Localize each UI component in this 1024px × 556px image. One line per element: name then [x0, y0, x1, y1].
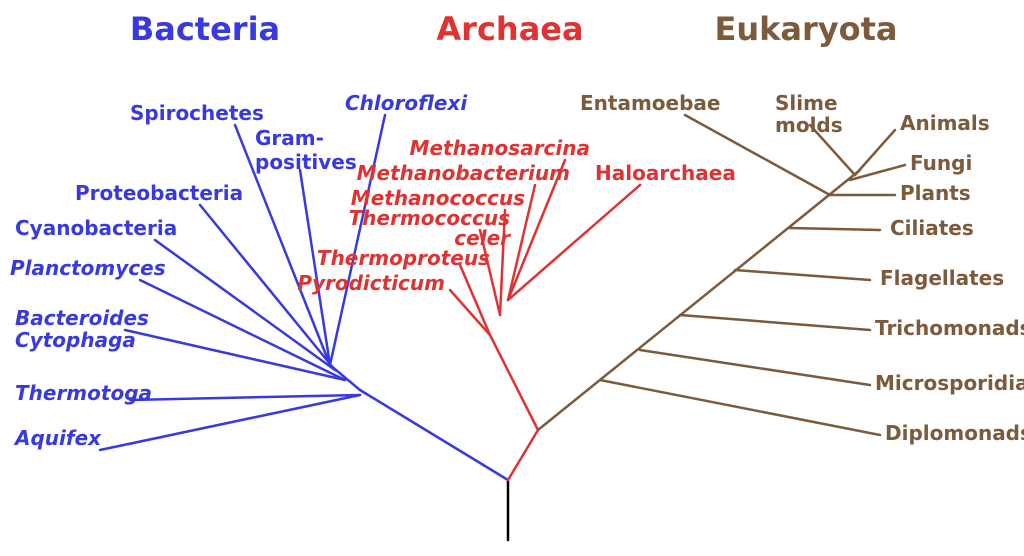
eukaryota-leaf-branch-1	[640, 350, 870, 385]
bacteria-leaf-label-4: Cyanobacteria	[15, 216, 177, 240]
phylogenetic-tree: Aquifex Thermotoga BacteroidesCytophaga Pla…	[0, 0, 1024, 556]
eukaryota-leaf-label-7: Animals	[900, 111, 990, 135]
bacteria-leaf-label-1: Thermotoga	[15, 381, 152, 405]
eukaryota-leaf-label-5: Plants	[900, 181, 971, 205]
archaea-leaf-label-5: Methanosarcina	[410, 136, 590, 160]
eukaryota-leaf-branch-4	[790, 228, 880, 230]
bacteria-leaf-label-7: Gram-positives	[255, 126, 357, 174]
eukaryota-leaf-label-0: Diplomonads	[885, 421, 1024, 445]
archaea-leaf-branch-6	[508, 185, 640, 300]
eukaryota-leaf-label-1: Microsporidia	[875, 371, 1024, 395]
archaea-leaf-branch-1	[460, 265, 490, 335]
bacteria-stem	[360, 390, 508, 480]
archaea-leaf-label-4: Methanobacterium	[357, 161, 570, 185]
eukaryota-leaf-label-2: Trichomonads	[875, 316, 1024, 340]
eukaryota-leaf-label-8: Slimemolds	[775, 91, 843, 137]
eukaryota-leaf-branch-2	[680, 315, 870, 330]
archaea-leaf-label-0: Pyrodicticum	[297, 271, 445, 295]
bacteria-leaf-branch-2	[125, 330, 345, 380]
eukaryota-leaf-branch-3	[735, 270, 870, 280]
eukaryota-leaf-label-9: Entamoebae	[580, 91, 720, 115]
archaea-stem	[490, 335, 538, 430]
eukaryota-leaf-branch-0	[600, 380, 880, 435]
archaea-title: Archaea	[436, 10, 583, 48]
bacteria-leaf-label-8: Chloroflexi	[345, 91, 468, 115]
bacteria-leaf-branch-1	[130, 395, 360, 400]
bacteria-title: Bacteria	[130, 10, 280, 48]
bacteria-leaf-label-2: BacteroidesCytophaga	[15, 306, 149, 352]
archaea-leaf-label-2: Thermococcusceler	[349, 206, 511, 250]
eukaryota-stem	[538, 170, 860, 430]
eukaryota-leaf-label-6: Fungi	[910, 151, 972, 175]
bacteria-leaf-label-5: Proteobacteria	[75, 181, 243, 205]
archaea-eukaryota-stem	[508, 430, 538, 480]
bacteria-leaf-label-0: Aquifex	[13, 426, 102, 450]
bacteria-leaf-label-6: Spirochetes	[130, 101, 264, 125]
archaea-leaf-branch-0	[450, 290, 490, 335]
archaea-leaf-label-6: Haloarchaea	[595, 161, 736, 185]
bacteria-leaf-branch-3	[140, 280, 345, 380]
eukaryota-title: Eukaryota	[714, 10, 897, 48]
archaea-leaf-label-3: Methanococcus	[351, 186, 525, 210]
bacteria-leaf-label-3: Planctomyces	[10, 256, 166, 280]
eukaryota-leaf-label-3: Flagellates	[880, 266, 1004, 290]
eukaryota-leaf-label-4: Ciliates	[890, 216, 974, 240]
